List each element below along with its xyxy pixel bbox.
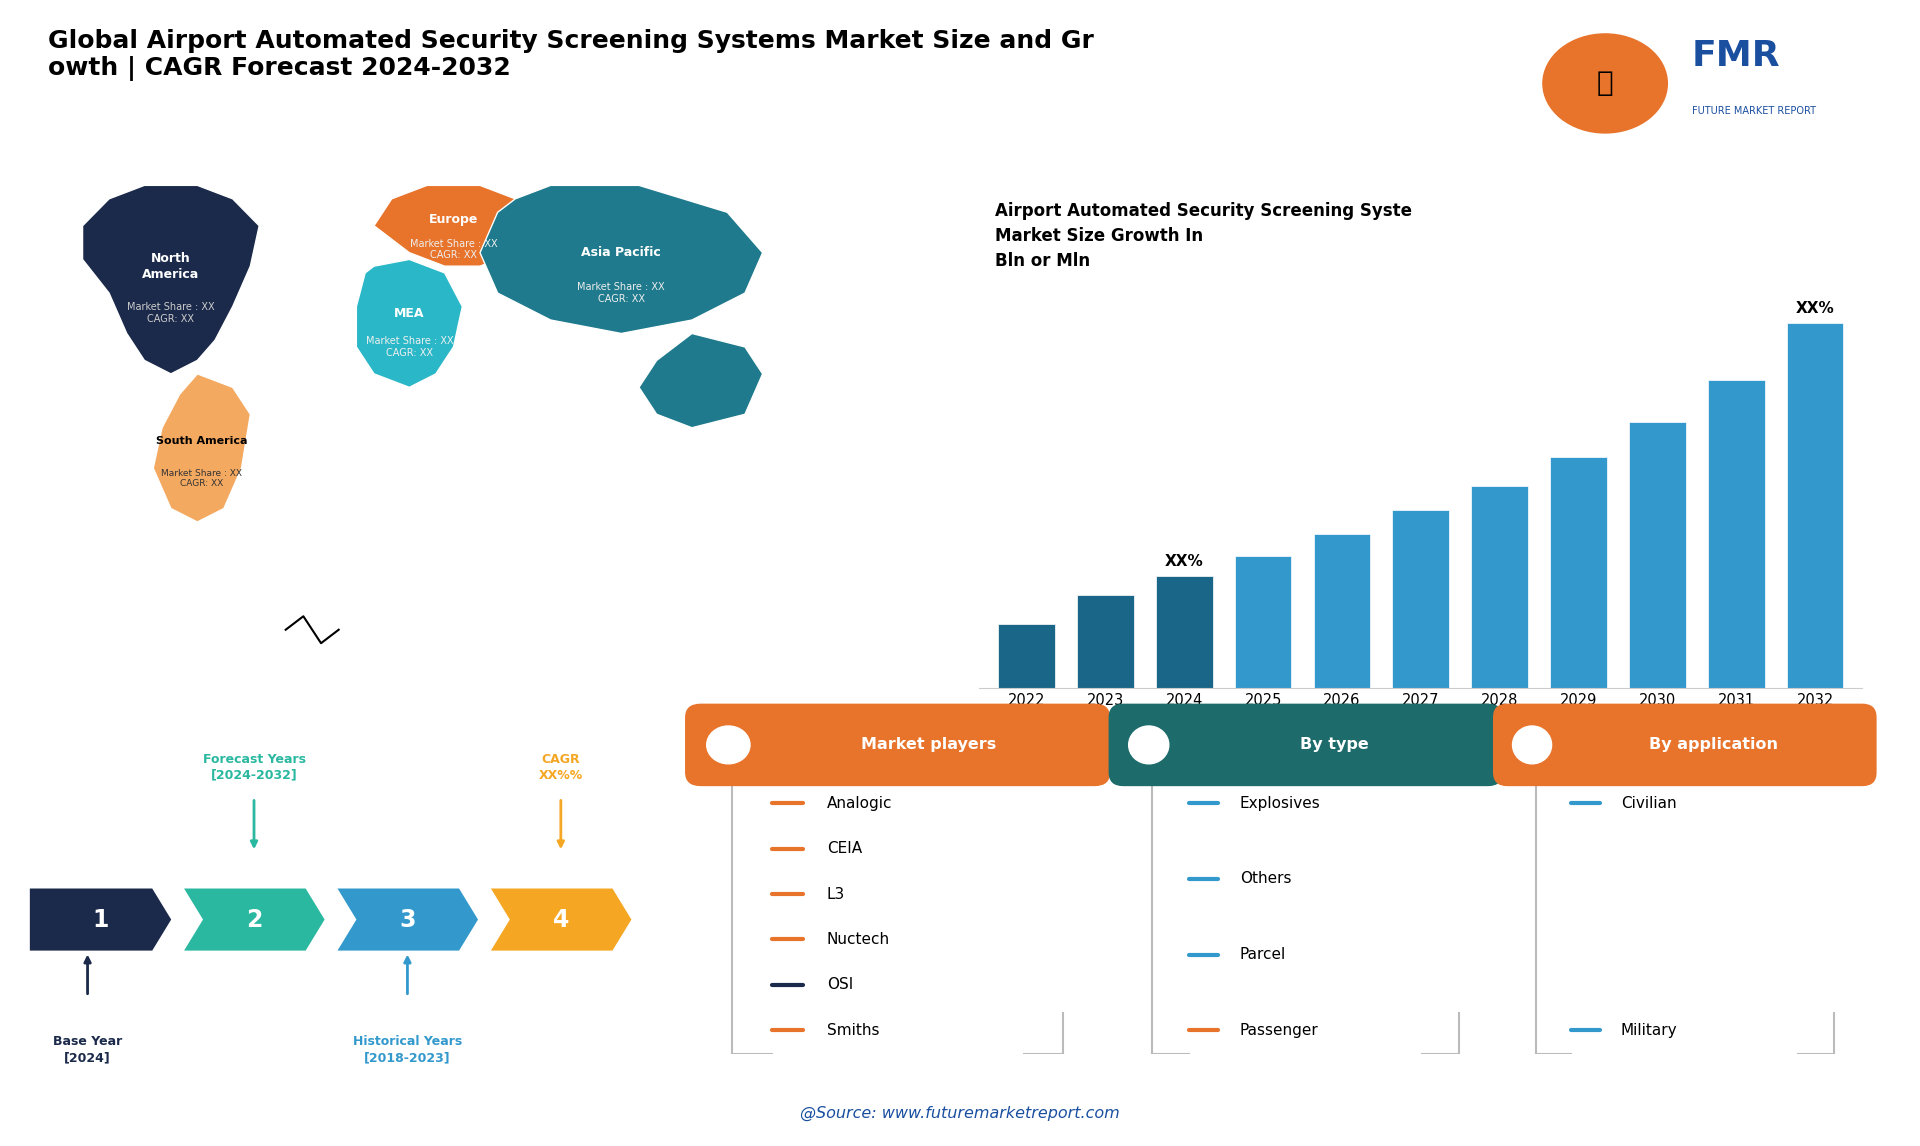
Text: Market Share : XX
CAGR: XX: Market Share : XX CAGR: XX — [578, 282, 664, 304]
Text: Base Year
[2024]: Base Year [2024] — [54, 1035, 123, 1065]
Circle shape — [1129, 727, 1169, 763]
Text: Market players: Market players — [862, 737, 996, 753]
Text: @Source: www.futuremarketreport.com: @Source: www.futuremarketreport.com — [801, 1106, 1119, 1121]
Text: FUTURE MARKET REPORT: FUTURE MARKET REPORT — [1692, 105, 1816, 116]
Text: Historical Years
[2018-2023]: Historical Years [2018-2023] — [353, 1035, 463, 1065]
Bar — [1392, 510, 1450, 688]
Text: MEA: MEA — [394, 307, 424, 320]
Text: CEIA: CEIA — [828, 841, 862, 856]
Text: North
America: North America — [142, 252, 200, 281]
Text: By type: By type — [1300, 737, 1369, 753]
Circle shape — [1544, 34, 1667, 133]
Polygon shape — [374, 186, 534, 266]
Bar — [1628, 422, 1686, 688]
Text: Airport Automated Security Screening Syste
Market Size Growth In
Bln or Mln: Airport Automated Security Screening Sys… — [995, 202, 1411, 270]
FancyBboxPatch shape — [685, 704, 1110, 786]
Text: Forecast Years
[2024-2032]: Forecast Years [2024-2032] — [202, 753, 305, 782]
Text: Market Share : XX
CAGR: XX: Market Share : XX CAGR: XX — [365, 336, 453, 358]
Text: 1: 1 — [92, 908, 109, 932]
Text: L3: L3 — [828, 887, 845, 902]
Text: Nuctech: Nuctech — [828, 932, 889, 947]
Text: Market Share : XX
CAGR: XX: Market Share : XX CAGR: XX — [161, 469, 242, 488]
Polygon shape — [639, 333, 762, 427]
Bar — [1313, 534, 1371, 688]
Text: Smiths: Smiths — [828, 1022, 879, 1038]
Text: Civilian: Civilian — [1620, 795, 1676, 811]
Text: 👁: 👁 — [1597, 70, 1613, 97]
Circle shape — [1513, 727, 1551, 763]
Text: FMR: FMR — [1692, 39, 1780, 73]
Polygon shape — [154, 374, 250, 521]
Circle shape — [707, 727, 751, 763]
Polygon shape — [182, 887, 326, 951]
Bar — [998, 623, 1054, 688]
Text: Military: Military — [1620, 1022, 1678, 1038]
FancyBboxPatch shape — [1108, 704, 1503, 786]
Polygon shape — [357, 259, 463, 387]
Text: Global Airport Automated Security Screening Systems Market Size and Gr
owth | CA: Global Airport Automated Security Screen… — [48, 29, 1094, 81]
Bar — [1709, 380, 1764, 688]
Text: 2: 2 — [246, 908, 263, 932]
Text: Passenger: Passenger — [1240, 1022, 1319, 1038]
Polygon shape — [336, 887, 480, 951]
Text: Market Share : XX
CAGR: XX: Market Share : XX CAGR: XX — [409, 238, 497, 260]
Polygon shape — [29, 887, 173, 951]
Text: Explosives: Explosives — [1240, 795, 1321, 811]
Text: Europe: Europe — [428, 212, 478, 226]
Text: 4: 4 — [553, 908, 568, 932]
Text: 3: 3 — [399, 908, 415, 932]
Bar — [1235, 556, 1292, 688]
Text: CAGR
XX%%: CAGR XX%% — [540, 753, 584, 782]
Text: OSI: OSI — [828, 978, 852, 992]
Bar — [1788, 322, 1843, 688]
Text: By application: By application — [1649, 737, 1778, 753]
Text: Parcel: Parcel — [1240, 947, 1286, 963]
FancyBboxPatch shape — [1494, 704, 1876, 786]
Text: Others: Others — [1240, 871, 1292, 887]
Text: Analogic: Analogic — [828, 795, 893, 811]
Bar — [1077, 595, 1133, 688]
Bar — [1549, 457, 1607, 688]
Text: XX%: XX% — [1165, 555, 1204, 570]
Bar — [1471, 486, 1528, 688]
Text: South America: South America — [156, 437, 248, 446]
Polygon shape — [480, 186, 762, 333]
Text: Market Share : XX
CAGR: XX: Market Share : XX CAGR: XX — [127, 303, 215, 324]
Text: Asia Pacific: Asia Pacific — [582, 246, 660, 259]
Bar — [1156, 575, 1213, 688]
Text: XX%: XX% — [1795, 301, 1834, 316]
Polygon shape — [83, 186, 259, 374]
Polygon shape — [490, 887, 634, 951]
